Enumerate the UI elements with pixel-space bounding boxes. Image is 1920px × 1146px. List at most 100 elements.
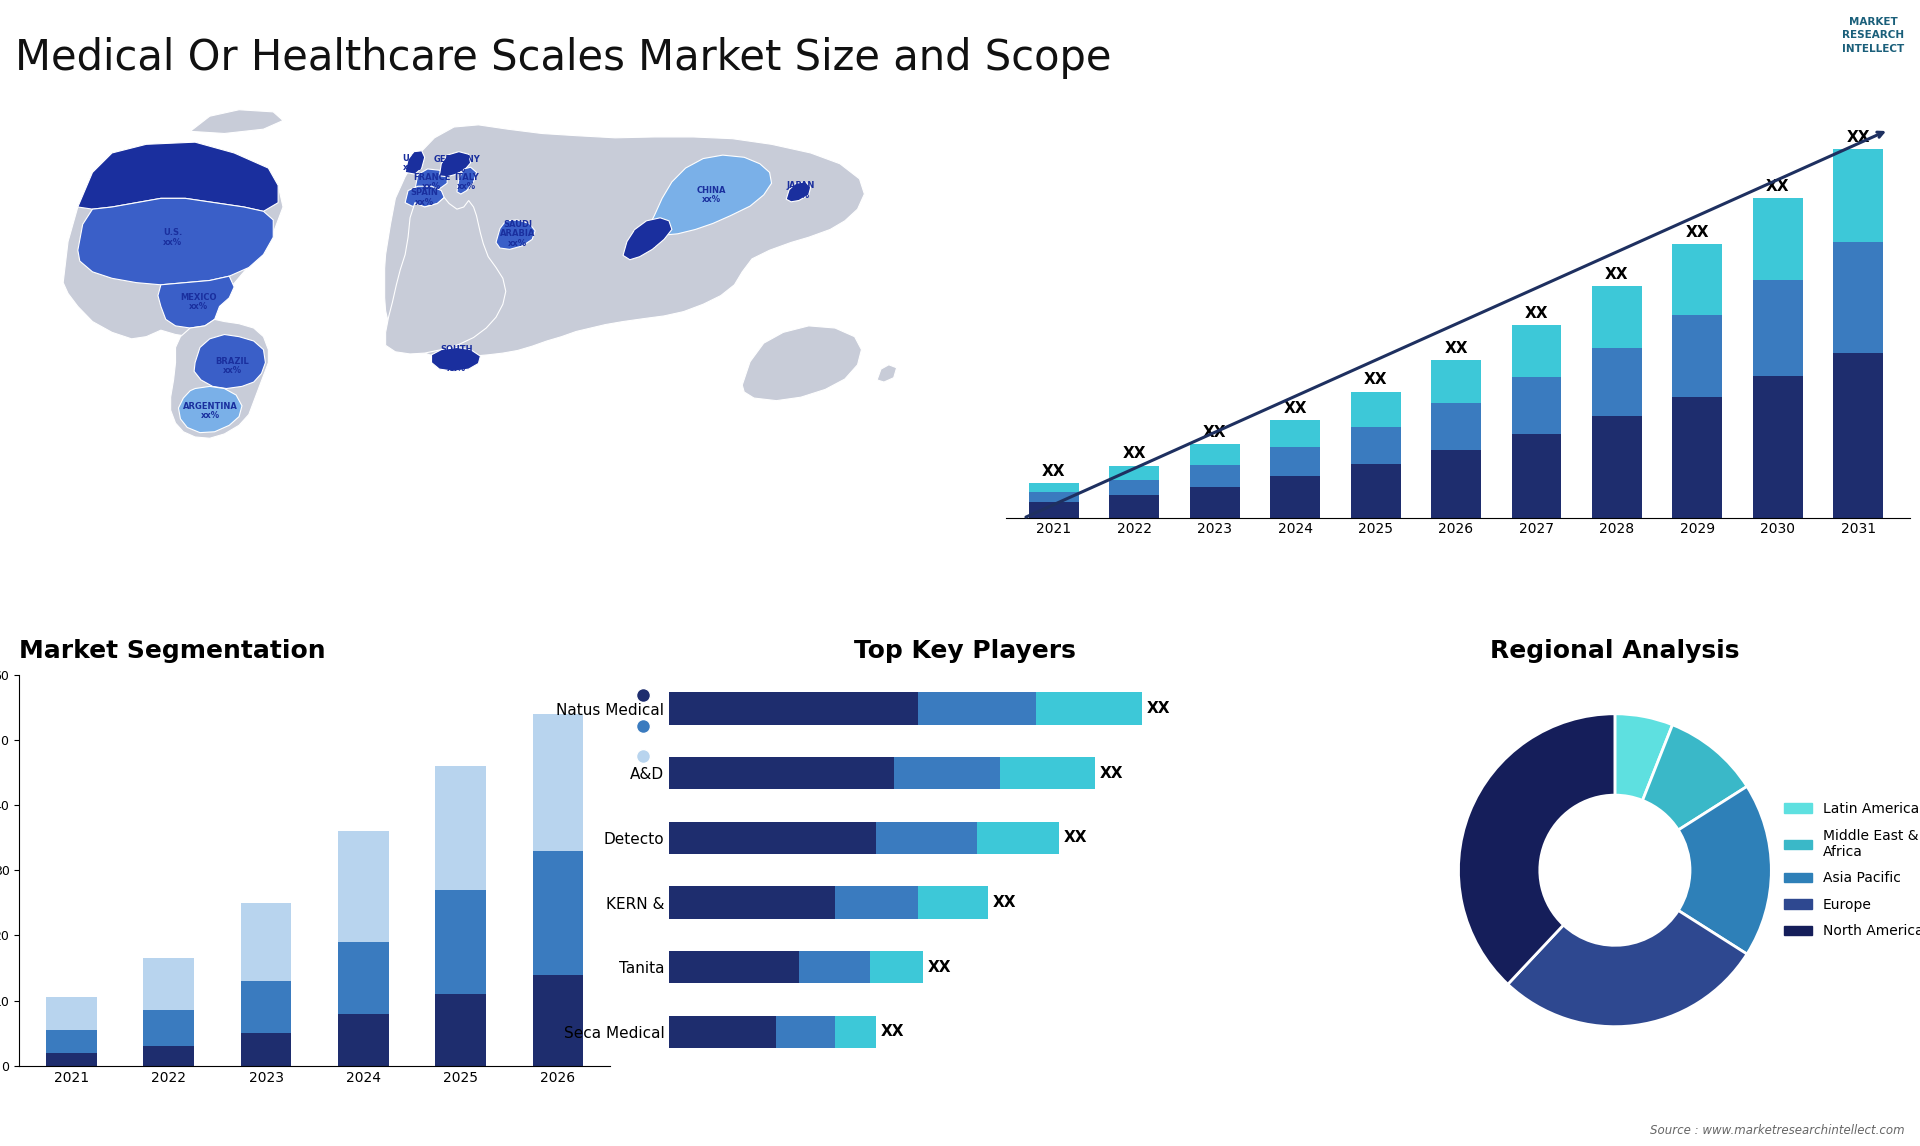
- Bar: [46, 997, 96, 1030]
- Bar: [1753, 198, 1803, 281]
- Bar: [870, 951, 924, 983]
- Polygon shape: [622, 218, 672, 260]
- Polygon shape: [877, 364, 897, 382]
- Bar: [1271, 419, 1321, 447]
- Bar: [1350, 426, 1400, 464]
- Bar: [240, 903, 292, 981]
- Text: GERMANY
xx%: GERMANY xx%: [434, 155, 480, 174]
- Bar: [338, 831, 388, 942]
- Text: XX: XX: [1064, 831, 1087, 846]
- Polygon shape: [432, 347, 480, 371]
- Polygon shape: [79, 142, 278, 211]
- Text: XX: XX: [1204, 425, 1227, 440]
- Text: CANADA
xx%: CANADA xx%: [152, 172, 190, 190]
- Bar: [1592, 416, 1642, 518]
- Wedge shape: [1642, 724, 1747, 830]
- Title: Top Key Players: Top Key Players: [854, 639, 1075, 664]
- Text: ITALY
xx%: ITALY xx%: [455, 173, 480, 191]
- Bar: [1430, 403, 1480, 449]
- Bar: [436, 889, 486, 994]
- Bar: [918, 886, 989, 919]
- Bar: [1110, 465, 1160, 479]
- Bar: [776, 1015, 835, 1047]
- Text: MARKET
RESEARCH
INTELLECT: MARKET RESEARCH INTELLECT: [1843, 17, 1905, 54]
- Bar: [1029, 484, 1079, 492]
- Bar: [1430, 449, 1480, 518]
- Bar: [1271, 447, 1321, 476]
- Text: XX: XX: [1847, 129, 1870, 146]
- Bar: [1672, 397, 1722, 518]
- Bar: [338, 942, 388, 1013]
- Polygon shape: [384, 125, 864, 359]
- Bar: [1511, 434, 1561, 518]
- Polygon shape: [457, 167, 476, 194]
- Bar: [436, 994, 486, 1066]
- Bar: [1190, 465, 1240, 487]
- Bar: [1029, 502, 1079, 518]
- Text: XX: XX: [1043, 464, 1066, 479]
- Bar: [1110, 495, 1160, 518]
- Wedge shape: [1678, 786, 1772, 955]
- Bar: [876, 822, 977, 854]
- Bar: [436, 766, 486, 889]
- Bar: [1753, 376, 1803, 518]
- Text: Market Segmentation: Market Segmentation: [19, 639, 326, 664]
- Bar: [670, 822, 876, 854]
- Bar: [1672, 315, 1722, 397]
- Text: SOUTH
AFRICA
xx%: SOUTH AFRICA xx%: [440, 345, 474, 374]
- Text: SAUDI
ARABIA
xx%: SAUDI ARABIA xx%: [499, 220, 536, 248]
- Text: XX: XX: [1686, 225, 1709, 240]
- Polygon shape: [415, 168, 447, 191]
- Polygon shape: [179, 386, 242, 433]
- Bar: [1511, 325, 1561, 377]
- Text: BRAZIL
xx%: BRAZIL xx%: [215, 356, 250, 376]
- Polygon shape: [171, 320, 269, 438]
- Text: XX: XX: [1605, 267, 1628, 282]
- Bar: [1110, 479, 1160, 495]
- Polygon shape: [743, 325, 862, 401]
- Polygon shape: [440, 151, 470, 176]
- Bar: [1190, 487, 1240, 518]
- Text: XX: XX: [1123, 446, 1146, 462]
- Bar: [1000, 758, 1094, 790]
- Bar: [338, 1013, 388, 1066]
- Bar: [1035, 692, 1142, 724]
- Bar: [670, 1015, 776, 1047]
- Wedge shape: [1507, 910, 1747, 1027]
- Polygon shape: [405, 151, 424, 174]
- Text: MEXICO
xx%: MEXICO xx%: [180, 292, 217, 312]
- Polygon shape: [190, 110, 282, 133]
- Bar: [532, 714, 584, 850]
- Bar: [1834, 149, 1884, 242]
- Bar: [240, 1034, 292, 1066]
- Bar: [1753, 281, 1803, 376]
- Bar: [144, 1011, 194, 1046]
- Text: XX: XX: [1363, 372, 1388, 387]
- Text: XX: XX: [1444, 340, 1467, 356]
- Polygon shape: [157, 276, 234, 328]
- Polygon shape: [63, 142, 282, 339]
- Text: ARGENTINA
xx%: ARGENTINA xx%: [182, 402, 238, 421]
- Bar: [799, 951, 870, 983]
- Bar: [977, 822, 1060, 854]
- Text: Source : www.marketresearchintellect.com: Source : www.marketresearchintellect.com: [1649, 1124, 1905, 1137]
- Polygon shape: [405, 187, 444, 207]
- Bar: [46, 1030, 96, 1053]
- Bar: [670, 758, 895, 790]
- Bar: [1592, 347, 1642, 416]
- Polygon shape: [194, 335, 265, 388]
- Bar: [670, 692, 918, 724]
- Polygon shape: [785, 182, 810, 202]
- Bar: [144, 958, 194, 1011]
- Polygon shape: [495, 220, 536, 250]
- Bar: [1350, 464, 1400, 518]
- Bar: [1834, 242, 1884, 353]
- Legend: Application, Product, Geography: Application, Product, Geography: [622, 683, 762, 770]
- Text: XX: XX: [1524, 306, 1548, 321]
- Text: SPAIN
xx%: SPAIN xx%: [411, 188, 438, 206]
- Bar: [670, 886, 835, 919]
- Polygon shape: [649, 155, 772, 235]
- Bar: [532, 974, 584, 1066]
- Text: XX: XX: [993, 895, 1018, 910]
- Bar: [1029, 492, 1079, 502]
